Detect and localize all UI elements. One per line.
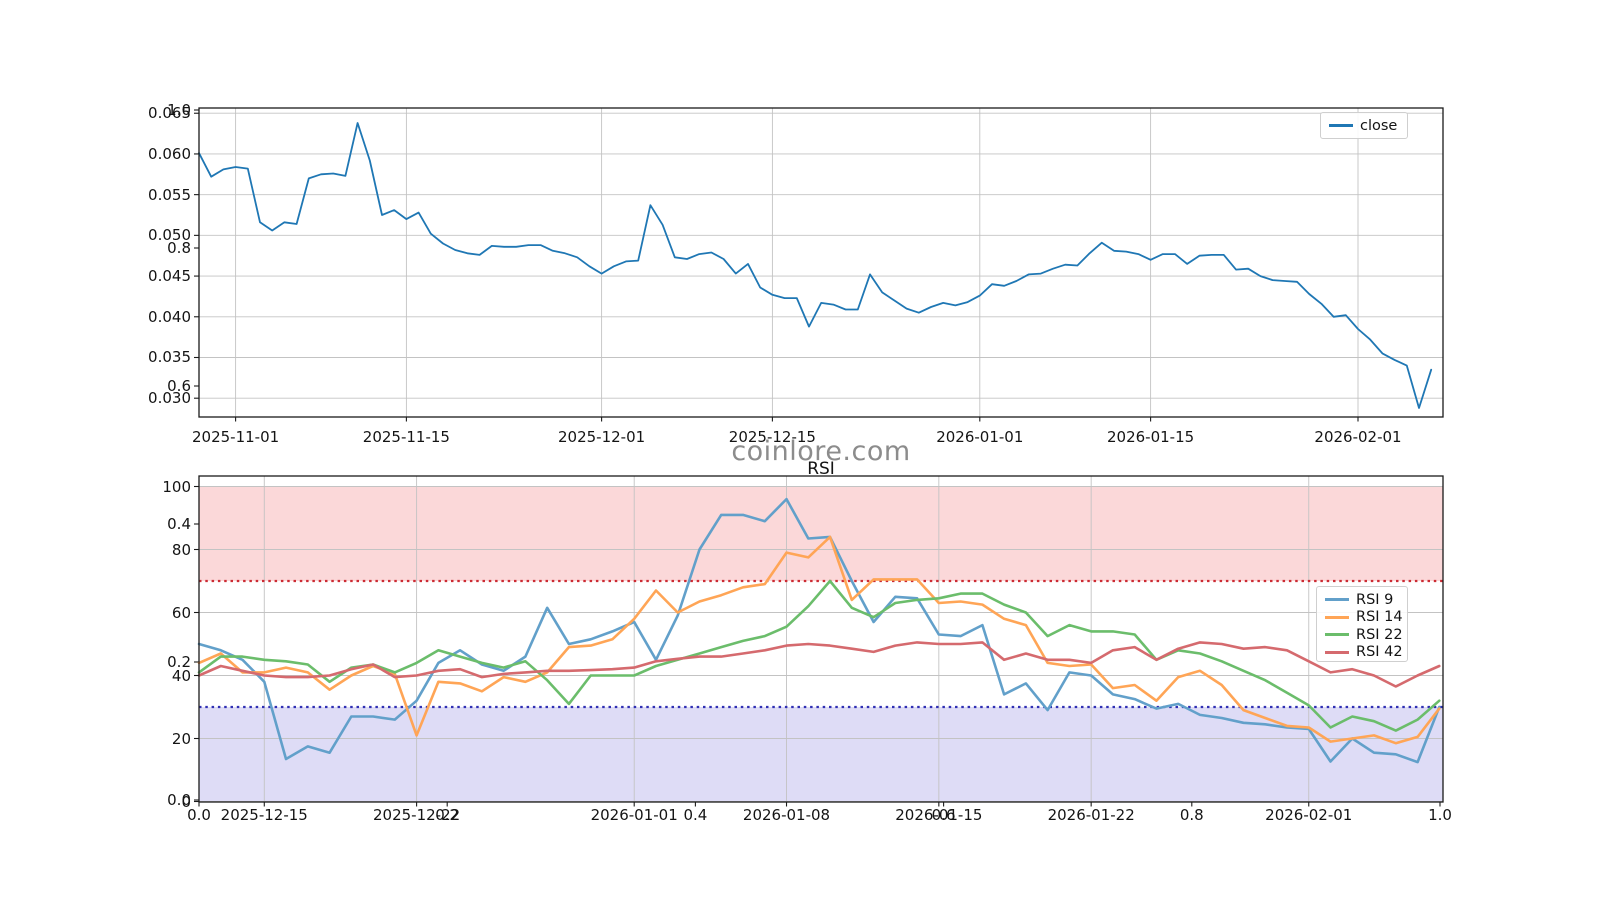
- x-tick-label: 2026-01-01: [590, 806, 678, 824]
- x-tick-label: 2025-12-22: [373, 806, 461, 824]
- y-tick-label: 100: [162, 477, 191, 496]
- x-tick-label: 2026-02-01: [1314, 428, 1402, 446]
- rsi14-legend-label: RSI 14: [1356, 609, 1403, 626]
- rsi14-line-swatch: [1325, 615, 1349, 619]
- close-legend-label: close: [1360, 117, 1398, 134]
- rsi22-legend-label: RSI 22: [1356, 626, 1403, 643]
- y-tick-label: 0.065: [148, 104, 191, 123]
- rsi42-line-swatch: [1325, 650, 1349, 654]
- x-tick-label: 2025-12-15: [728, 428, 816, 446]
- x-tick-label: 0.6: [931, 806, 956, 824]
- rsi-legend-item: RSI 9: [1317, 591, 1407, 609]
- y-tick-label: 0.4: [167, 515, 191, 533]
- x-tick-label: 2025-11-01: [192, 428, 280, 446]
- rsi-legend-item: RSI 14: [1317, 609, 1407, 627]
- x-tick-label: 2026-01-22: [1047, 806, 1135, 824]
- y-tick-label: 0.8: [167, 239, 191, 257]
- rsi-legend-item: RSI 22: [1317, 626, 1407, 644]
- x-tick-label: 2026-01-08: [742, 806, 831, 824]
- x-tick-label: 2026-01-01: [936, 428, 1024, 446]
- rsi9-legend-label: RSI 9: [1356, 591, 1394, 608]
- y-tick-label: 0.060: [148, 144, 191, 163]
- y-tick-label: 1.0: [167, 101, 191, 119]
- x-tick-label: 2025-12-15: [220, 806, 308, 824]
- rsi-legend-item: RSI 42: [1317, 644, 1407, 662]
- y-tick-label: 0: [181, 792, 191, 811]
- x-tick-label: 2025-11-15: [362, 428, 450, 446]
- y-tick-label: 0.040: [148, 307, 191, 326]
- close-line-swatch: [1329, 124, 1353, 127]
- rsi42-legend-label: RSI 42: [1356, 644, 1403, 661]
- y-tick-label: 60: [171, 603, 191, 622]
- x-tick-label: 2026-02-01: [1265, 806, 1353, 824]
- x-tick-label: 2026-01-15: [895, 806, 983, 824]
- y-tick-label: 0.035: [148, 348, 191, 367]
- price-legend: close: [1320, 112, 1408, 139]
- y-tick-label: 20: [171, 729, 191, 748]
- watermark: coinlore.com: [731, 436, 911, 467]
- rsi-title: RSI: [807, 459, 835, 479]
- x-tick-label: 0.0: [187, 806, 211, 824]
- y-tick-label: 0.045: [148, 267, 191, 286]
- x-tick-label: 0.2: [435, 806, 460, 824]
- y-tick-label: 0.0: [167, 791, 191, 809]
- rsi9-line-swatch: [1325, 598, 1349, 602]
- y-tick-label: 80: [171, 540, 191, 559]
- x-tick-label: 1.0: [1428, 806, 1452, 824]
- y-tick-label: 0.055: [148, 185, 191, 204]
- y-tick-label: 0.030: [148, 389, 191, 408]
- y-tick-label: 0.2: [167, 653, 191, 671]
- x-tick-label: 2026-01-15: [1107, 428, 1195, 446]
- y-tick-label: 40: [171, 666, 191, 685]
- x-tick-label: 0.4: [683, 806, 708, 824]
- y-tick-label: 0.6: [167, 377, 191, 395]
- rsi22-line-swatch: [1325, 633, 1349, 637]
- x-tick-label: 2025-12-01: [558, 428, 646, 446]
- rsi-legend: RSI 9 RSI 14 RSI 22 RSI 42: [1316, 586, 1408, 662]
- x-tick-label: 0.8: [1179, 806, 1204, 824]
- y-tick-label: 0.050: [148, 226, 191, 245]
